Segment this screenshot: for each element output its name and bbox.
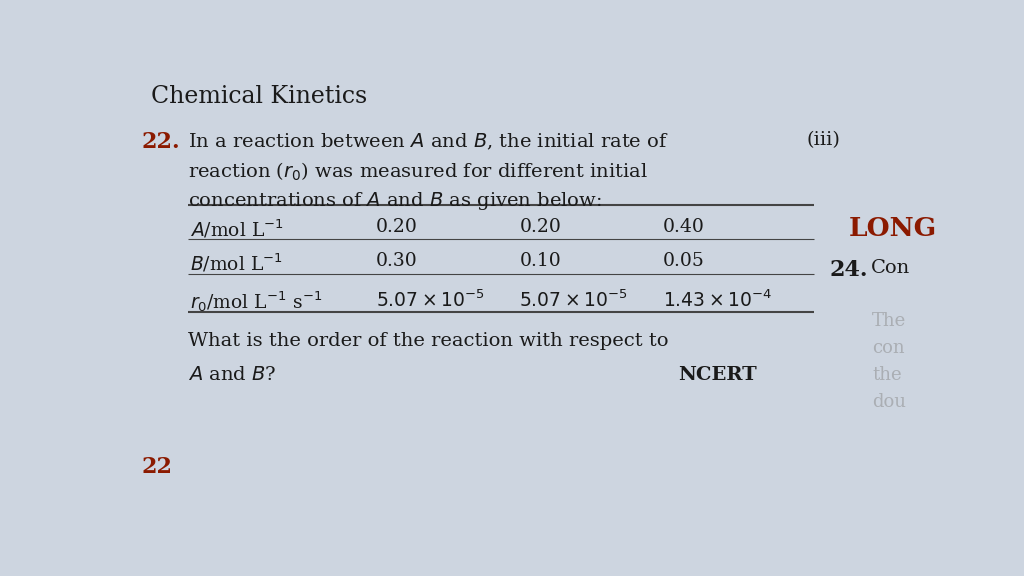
Text: the: the bbox=[872, 366, 901, 384]
Text: 0.20: 0.20 bbox=[376, 218, 418, 237]
Text: What is the order of the reaction with respect to: What is the order of the reaction with r… bbox=[188, 332, 669, 350]
Text: 0.20: 0.20 bbox=[519, 218, 561, 237]
Text: The: The bbox=[872, 312, 906, 331]
Text: $B$/mol L$^{-1}$: $B$/mol L$^{-1}$ bbox=[190, 252, 283, 275]
Text: $A$/mol L$^{-1}$: $A$/mol L$^{-1}$ bbox=[190, 218, 284, 241]
Text: $1.43\times10^{-4}$: $1.43\times10^{-4}$ bbox=[663, 289, 772, 311]
Text: In a reaction between $A$ and $B$, the initial rate of: In a reaction between $A$ and $B$, the i… bbox=[188, 131, 670, 151]
Text: 24.: 24. bbox=[829, 259, 868, 281]
Text: 0.05: 0.05 bbox=[663, 252, 705, 270]
Text: 22: 22 bbox=[142, 456, 173, 478]
Text: reaction ($r_0$) was measured for different initial: reaction ($r_0$) was measured for differ… bbox=[188, 161, 648, 183]
Text: $r_0$/mol L$^{-1}$ s$^{-1}$: $r_0$/mol L$^{-1}$ s$^{-1}$ bbox=[190, 289, 323, 314]
Text: 0.30: 0.30 bbox=[376, 252, 418, 270]
Text: (iii): (iii) bbox=[806, 131, 840, 150]
Text: $5.07\times10^{-5}$: $5.07\times10^{-5}$ bbox=[519, 289, 629, 311]
Text: 0.10: 0.10 bbox=[519, 252, 561, 270]
Text: 0.40: 0.40 bbox=[663, 218, 705, 237]
Text: con: con bbox=[872, 339, 904, 357]
Text: 22.: 22. bbox=[142, 131, 180, 153]
Text: NCERT: NCERT bbox=[678, 366, 757, 384]
Text: concentrations of $A$ and $B$ as given below:: concentrations of $A$ and $B$ as given b… bbox=[188, 190, 602, 212]
Text: $5.07\times10^{-5}$: $5.07\times10^{-5}$ bbox=[376, 289, 485, 311]
Text: dou: dou bbox=[872, 393, 906, 411]
Text: Chemical Kinetics: Chemical Kinetics bbox=[152, 85, 368, 108]
Text: LONG: LONG bbox=[849, 216, 937, 241]
Text: Con: Con bbox=[870, 259, 909, 276]
Text: $A$ and $B$?: $A$ and $B$? bbox=[188, 366, 276, 384]
